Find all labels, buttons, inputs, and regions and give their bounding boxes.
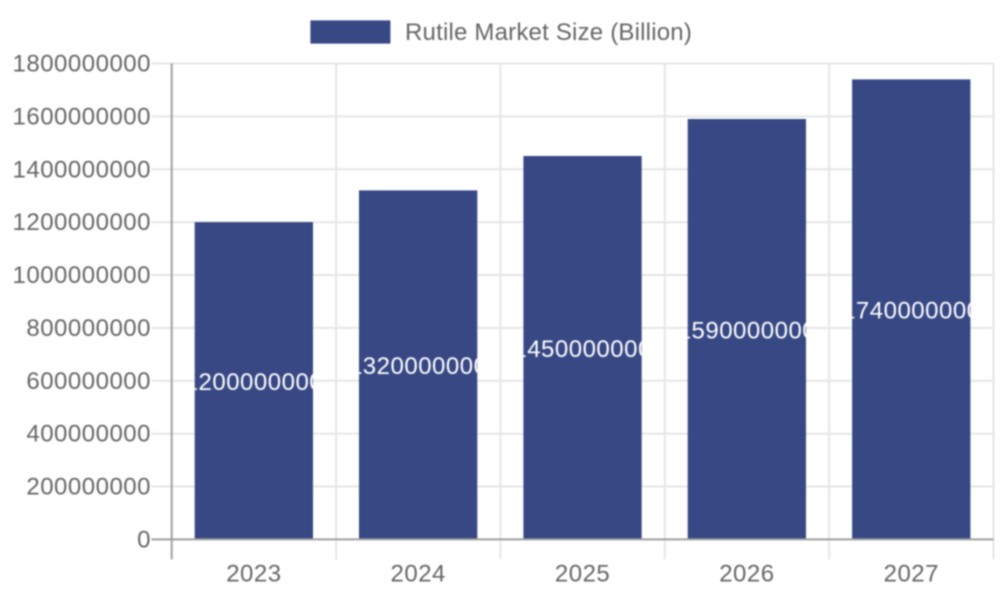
svg-text:2025: 2025 [555, 561, 610, 588]
svg-text:1200000000: 1200000000 [13, 209, 151, 236]
svg-text:2027: 2027 [884, 561, 939, 588]
svg-text:1800000000: 1800000000 [13, 51, 151, 78]
svg-text:Rutile Market Size (Billion): Rutile Market Size (Billion) [405, 19, 692, 46]
svg-text:400000000: 400000000 [26, 421, 151, 448]
svg-text:600000000: 600000000 [26, 368, 151, 395]
svg-text:2024: 2024 [391, 561, 446, 588]
svg-text:1740000000: 1740000000 [842, 298, 980, 325]
svg-text:1600000000: 1600000000 [13, 103, 151, 130]
svg-text:200000000: 200000000 [26, 474, 151, 501]
svg-text:1450000000: 1450000000 [513, 336, 651, 363]
svg-text:1320000000: 1320000000 [349, 353, 487, 380]
svg-text:2026: 2026 [719, 561, 774, 588]
svg-text:2023: 2023 [226, 561, 281, 588]
svg-text:1200000000: 1200000000 [185, 369, 323, 396]
svg-text:800000000: 800000000 [26, 315, 151, 342]
svg-text:1590000000: 1590000000 [678, 317, 816, 344]
svg-text:1400000000: 1400000000 [13, 156, 151, 183]
svg-text:1000000000: 1000000000 [13, 262, 151, 289]
svg-text:0: 0 [137, 526, 151, 553]
